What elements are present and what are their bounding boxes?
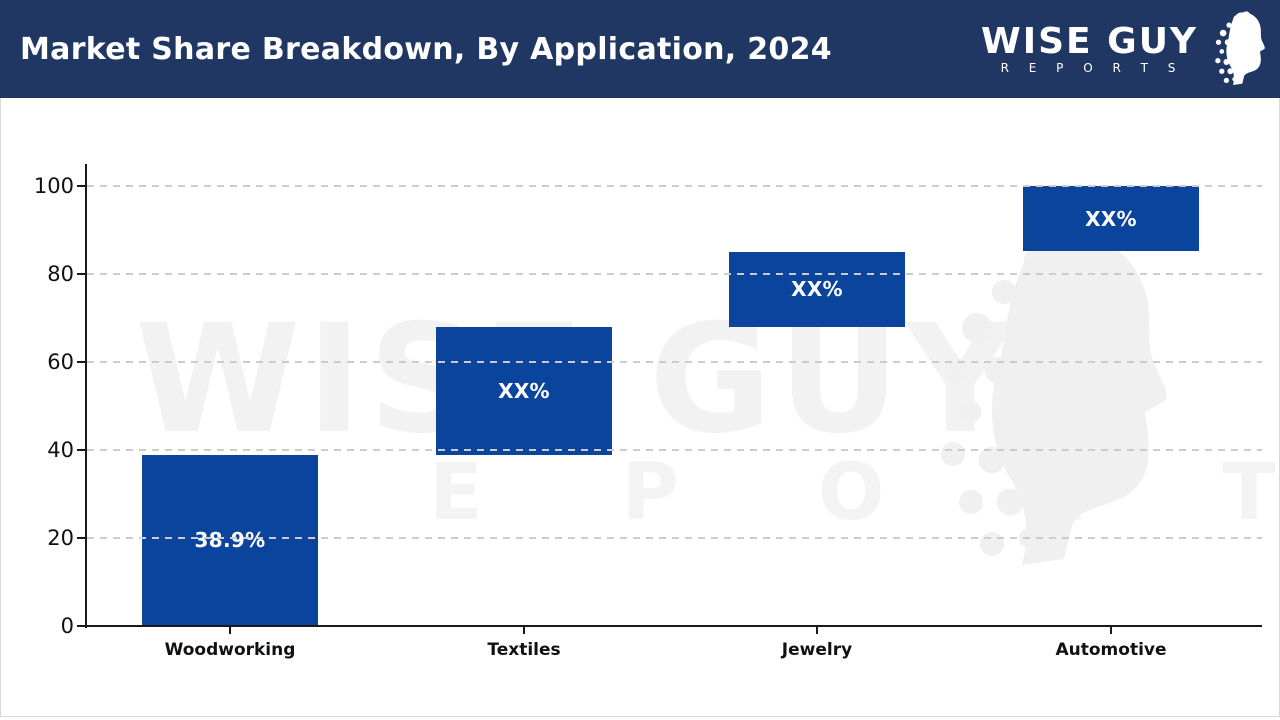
y-tick-label-20: 20	[47, 526, 74, 550]
x-tickmark-jewelry	[816, 627, 818, 634]
bar-value-label-jewelry: XX%	[791, 277, 843, 302]
y-gridline-80	[87, 273, 1262, 275]
y-tick-label-80: 80	[47, 262, 74, 286]
y-tickmark-80	[77, 273, 85, 275]
brand-logo: WISE GUY R E P O R T S	[981, 10, 1266, 89]
bar-automotive: XX%	[1023, 186, 1199, 252]
dotted-face-logo-icon	[1215, 10, 1265, 85]
chart-canvas: WISE GUY R E P O R T S 02040608010038.9%…	[0, 98, 1280, 720]
y-gridline-60	[87, 361, 1262, 363]
y-tickmark-40	[77, 449, 85, 451]
y-axis-line	[85, 164, 87, 628]
y-gridline-40	[87, 449, 1262, 451]
logo-wordmark-line1: WISE GUY	[980, 20, 1198, 62]
y-gridline-20	[87, 537, 1262, 539]
page-title: Market Share Breakdown, By Application, …	[20, 31, 832, 67]
x-tick-label-automotive: Automotive	[1055, 640, 1167, 660]
x-tick-label-textiles: Textiles	[487, 640, 561, 660]
header-bar: Market Share Breakdown, By Application, …	[0, 0, 1280, 98]
bar-textiles: XX%	[436, 326, 612, 455]
bar-chart: 0 20 40 60 80 100 38.9% Woodworking XX% Textiles X…	[0, 98, 1280, 720]
y-tickmark-20	[77, 537, 85, 539]
y-tickmark-60	[77, 361, 85, 363]
y-tick-label-60: 60	[47, 350, 74, 374]
x-tickmark-automotive	[1110, 627, 1112, 634]
y-tickmark-0	[77, 625, 85, 627]
bar-value-label-automotive: XX%	[1085, 206, 1137, 231]
bar-value-label-textiles: XX%	[498, 378, 550, 403]
y-tick-label-100: 100	[33, 174, 74, 198]
y-tickmark-100	[77, 185, 85, 187]
logo-wordmark: WISE GUY R E P O R T S	[980, 20, 1198, 76]
bar-value-label-woodworking: 38.9%	[194, 528, 266, 553]
x-tick-label-woodworking: Woodworking	[164, 640, 296, 660]
logo-wordmark-line2: R E P O R T S	[1000, 61, 1184, 76]
x-tick-label-jewelry: Jewelry	[781, 640, 853, 660]
y-tick-label-40: 40	[47, 438, 74, 462]
y-gridline-100	[87, 185, 1262, 187]
x-tickmark-woodworking	[229, 627, 231, 634]
y-tick-label-0: 0	[60, 614, 74, 638]
x-axis-line	[85, 625, 1262, 627]
bar-woodworking: 38.9%	[142, 454, 318, 626]
x-tickmark-textiles	[523, 627, 525, 634]
bar-jewelry: XX%	[729, 252, 905, 327]
